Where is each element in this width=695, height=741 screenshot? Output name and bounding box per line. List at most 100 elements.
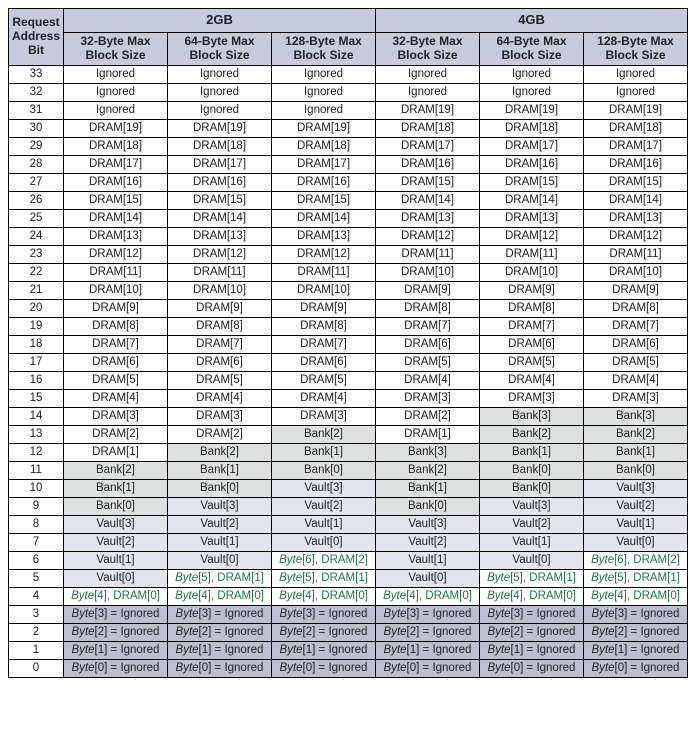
bit-cell: 8 <box>9 515 64 533</box>
mapping-cell: DRAM[10] <box>168 281 272 299</box>
mapping-cell: DRAM[8] <box>64 317 168 335</box>
mapping-cell: Ignored <box>376 83 480 101</box>
mapping-cell: DRAM[6] <box>168 353 272 371</box>
mapping-cell: DRAM[3] <box>376 389 480 407</box>
mapping-cell: Byte[2] = Ignored <box>480 623 584 641</box>
bit-cell: 13 <box>9 425 64 443</box>
mapping-cell: Byte[2] = Ignored <box>64 623 168 641</box>
mapping-cell: Ignored <box>168 65 272 83</box>
mapping-cell: DRAM[19] <box>168 119 272 137</box>
table-row: 23DRAM[12]DRAM[12]DRAM[12]DRAM[11]DRAM[1… <box>9 245 688 263</box>
mapping-cell: Byte[5], DRAM[1] <box>168 569 272 587</box>
bit-cell: 15 <box>9 389 64 407</box>
mapping-cell: Bank[0] <box>480 461 584 479</box>
mapping-cell: Bank[2] <box>480 425 584 443</box>
mapping-cell: DRAM[13] <box>584 209 688 227</box>
mapping-cell: Byte[5], DRAM[1] <box>584 569 688 587</box>
mapping-cell: DRAM[10] <box>584 263 688 281</box>
table-row: 14DRAM[3]DRAM[3]DRAM[3]DRAM[2]Bank[3]Ban… <box>9 407 688 425</box>
mapping-cell: DRAM[13] <box>64 227 168 245</box>
bit-cell: 23 <box>9 245 64 263</box>
header-2gb-32: 32-Byte MaxBlock Size <box>64 32 168 65</box>
mapping-cell: DRAM[17] <box>584 137 688 155</box>
header-4gb-128: 128-Byte MaxBlock Size <box>584 32 688 65</box>
mapping-cell: Byte[3] = Ignored <box>376 605 480 623</box>
bit-cell: 16 <box>9 371 64 389</box>
mapping-cell: DRAM[4] <box>584 371 688 389</box>
mapping-cell: Byte[5], DRAM[1] <box>480 569 584 587</box>
mapping-cell: DRAM[7] <box>64 335 168 353</box>
mapping-cell: Ignored <box>480 83 584 101</box>
mapping-cell: Vault[1] <box>272 515 376 533</box>
mapping-cell: Byte[1] = Ignored <box>272 641 376 659</box>
mapping-cell: Byte[0] = Ignored <box>376 659 480 677</box>
header-group-2gb: 2GB <box>64 9 376 33</box>
mapping-cell: Ignored <box>272 101 376 119</box>
bit-cell: 9 <box>9 497 64 515</box>
mapping-cell: DRAM[6] <box>272 353 376 371</box>
mapping-cell: Byte[4], DRAM[0] <box>168 587 272 605</box>
mapping-cell: DRAM[19] <box>64 119 168 137</box>
mapping-cell: DRAM[11] <box>376 245 480 263</box>
mapping-cell: DRAM[6] <box>376 335 480 353</box>
mapping-cell: DRAM[9] <box>584 281 688 299</box>
table-row: 10Bank[1]Bank[0]Vault[3]Bank[1]Bank[0]Va… <box>9 479 688 497</box>
mapping-cell: DRAM[1] <box>64 443 168 461</box>
table-row: 30DRAM[19]DRAM[19]DRAM[19]DRAM[18]DRAM[1… <box>9 119 688 137</box>
mapping-cell: Vault[1] <box>480 533 584 551</box>
bit-cell: 18 <box>9 335 64 353</box>
table-row: 22DRAM[11]DRAM[11]DRAM[11]DRAM[10]DRAM[1… <box>9 263 688 281</box>
mapping-cell: Byte[4], DRAM[0] <box>272 587 376 605</box>
mapping-cell: DRAM[8] <box>168 317 272 335</box>
bit-cell: 11 <box>9 461 64 479</box>
mapping-cell: DRAM[8] <box>584 299 688 317</box>
mapping-cell: DRAM[15] <box>168 191 272 209</box>
mapping-cell: Vault[2] <box>272 497 376 515</box>
mapping-cell: DRAM[18] <box>64 137 168 155</box>
mapping-cell: DRAM[12] <box>376 227 480 245</box>
mapping-cell: DRAM[18] <box>272 137 376 155</box>
table-row: 19DRAM[8]DRAM[8]DRAM[8]DRAM[7]DRAM[7]DRA… <box>9 317 688 335</box>
mapping-cell: Bank[2] <box>64 461 168 479</box>
mapping-cell: Byte[2] = Ignored <box>584 623 688 641</box>
mapping-cell: DRAM[14] <box>480 191 584 209</box>
mapping-cell: Vault[3] <box>64 515 168 533</box>
header-request-bit: RequestAddressBit <box>9 9 64 66</box>
mapping-cell: DRAM[12] <box>168 245 272 263</box>
table-row: 9Bank[0]Vault[3]Vault[2]Bank[0]Vault[3]V… <box>9 497 688 515</box>
mapping-cell: DRAM[13] <box>168 227 272 245</box>
mapping-cell: Byte[3] = Ignored <box>64 605 168 623</box>
mapping-cell: DRAM[17] <box>376 137 480 155</box>
table-row: 32IgnoredIgnoredIgnoredIgnoredIgnoredIgn… <box>9 83 688 101</box>
mapping-cell: Byte[2] = Ignored <box>272 623 376 641</box>
mapping-cell: DRAM[4] <box>168 389 272 407</box>
mapping-cell: DRAM[7] <box>272 335 376 353</box>
bit-cell: 14 <box>9 407 64 425</box>
table-row: 26DRAM[15]DRAM[15]DRAM[15]DRAM[14]DRAM[1… <box>9 191 688 209</box>
mapping-cell: Bank[3] <box>480 407 584 425</box>
mapping-cell: DRAM[9] <box>64 299 168 317</box>
mapping-cell: DRAM[13] <box>376 209 480 227</box>
bit-cell: 20 <box>9 299 64 317</box>
mapping-cell: DRAM[18] <box>584 119 688 137</box>
table-row: 15DRAM[4]DRAM[4]DRAM[4]DRAM[3]DRAM[3]DRA… <box>9 389 688 407</box>
mapping-cell: Byte[1] = Ignored <box>168 641 272 659</box>
bit-cell: 2 <box>9 623 64 641</box>
mapping-cell: Ignored <box>64 83 168 101</box>
mapping-cell: Bank[0] <box>584 461 688 479</box>
mapping-cell: DRAM[14] <box>584 191 688 209</box>
mapping-cell: DRAM[16] <box>376 155 480 173</box>
mapping-cell: Ignored <box>480 65 584 83</box>
mapping-cell: Byte[0] = Ignored <box>480 659 584 677</box>
mapping-cell: DRAM[15] <box>64 191 168 209</box>
bit-cell: 19 <box>9 317 64 335</box>
mapping-cell: Vault[3] <box>584 479 688 497</box>
mapping-cell: Byte[3] = Ignored <box>584 605 688 623</box>
mapping-cell: DRAM[8] <box>480 299 584 317</box>
mapping-cell: DRAM[1] <box>376 425 480 443</box>
mapping-cell: DRAM[14] <box>168 209 272 227</box>
mapping-cell: DRAM[17] <box>64 155 168 173</box>
table-row: 25DRAM[14]DRAM[14]DRAM[14]DRAM[13]DRAM[1… <box>9 209 688 227</box>
mapping-cell: Bank[1] <box>272 443 376 461</box>
mapping-cell: DRAM[3] <box>584 389 688 407</box>
